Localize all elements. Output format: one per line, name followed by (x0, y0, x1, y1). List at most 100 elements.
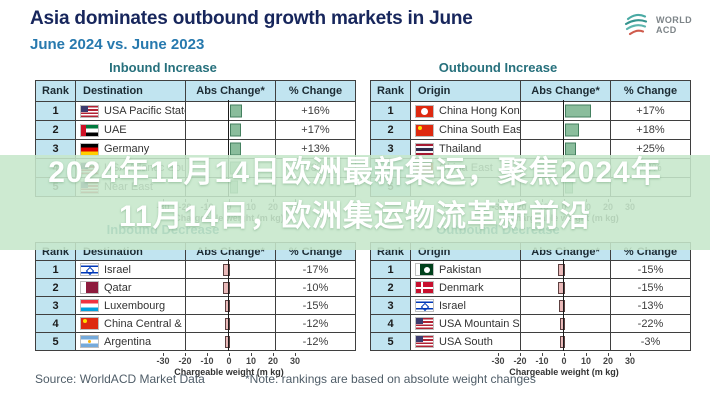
rank-cell: 3 (370, 296, 411, 315)
abs-change-cell (520, 278, 611, 297)
market-cell: China South East (410, 120, 521, 140)
abs-change-cell (520, 260, 611, 279)
worldacd-globe-icon (624, 13, 648, 36)
pct-change-cell: +18% (610, 120, 691, 140)
table-row: 4 China Central & West -12% (35, 314, 356, 333)
abs-change-bar (229, 104, 242, 118)
column-header: % Change (610, 80, 691, 102)
axis-tick: 10 (240, 353, 262, 366)
abs-change-bar (225, 317, 230, 330)
watermark-line-1: 2024年11月14日欧洲最新集运，聚焦2024年 (48, 156, 662, 189)
abs-change-bar (560, 335, 565, 348)
table-title: Outbound Increase (438, 60, 558, 75)
market-label: Thailand (439, 143, 482, 155)
zero-axis-line (563, 100, 564, 197)
inbound-decrease-table: Inbound DecreaseRankDestinationAbs Chang… (35, 222, 356, 377)
market-label: Pakistan (439, 263, 482, 276)
axis-tick: 30 (619, 353, 641, 366)
pct-change-cell: -12% (275, 332, 356, 351)
market-label: Qatar (104, 281, 132, 294)
header-row: Rank Origin Abs Change*% Change (370, 80, 691, 102)
axis-tick: 20 (262, 353, 284, 366)
pct-change-cell: -22% (610, 314, 691, 333)
abs-change-cell (520, 120, 611, 140)
flag-pakistan-icon (415, 263, 434, 276)
rank-cell: 1 (370, 101, 411, 121)
abs-change-bar (225, 335, 230, 348)
pct-change-cell: -15% (610, 278, 691, 297)
abs-change-cell (185, 101, 276, 121)
market-cell: Israel (410, 296, 521, 315)
pct-change-cell: -15% (275, 296, 356, 315)
flag-germany-icon (80, 142, 99, 156)
rank-cell: 1 (35, 260, 76, 279)
abs-change-cell (520, 332, 611, 351)
abs-change-bar (229, 123, 241, 137)
market-label: USA Mountain St. (439, 317, 521, 330)
axis-tick: -10 (196, 353, 218, 366)
worldacd-logo-text: WORLD ACD (656, 15, 692, 35)
flag-uae-icon (80, 123, 99, 137)
flag-israel-icon (80, 263, 99, 276)
zero-axis-line (563, 259, 564, 351)
abs-change-bar (559, 299, 565, 312)
rank-cell: 1 (370, 260, 411, 279)
pct-change-cell: -17% (275, 260, 356, 279)
abs-change-bar (564, 123, 579, 137)
market-cell: USA Mountain St. (410, 314, 521, 333)
axis-tick: 0 (218, 353, 240, 366)
page-title: Asia dominates outbound growth markets i… (30, 8, 473, 29)
axis-tick: 20 (597, 353, 619, 366)
abs-change-cell (185, 332, 276, 351)
market-cell: USA South (410, 332, 521, 351)
column-header: Origin (410, 80, 521, 102)
market-label: China Hong Kong (439, 105, 521, 117)
market-cell: Pakistan (410, 260, 521, 279)
column-header: Rank (35, 80, 76, 102)
flag-hongkong-icon (415, 104, 434, 118)
axis-label: Chargeable weight (m kg) (509, 367, 619, 377)
rank-cell: 1 (35, 101, 76, 121)
rank-cell: 2 (35, 278, 76, 297)
page-subtitle: June 2024 vs. June 2023 (30, 36, 205, 53)
flag-thailand-icon (415, 142, 434, 156)
market-cell: China Hong Kong (410, 101, 521, 121)
ranking-table: Rank Destination Abs Change*% Change 1 Israe… (35, 242, 356, 351)
worldacd-logo: WORLD ACD (621, 10, 692, 40)
table-row: 1 USA Pacific States +16% (35, 101, 356, 121)
ranking-table: Rank Origin Abs Change*% Change 1 Pakistan -1… (370, 242, 691, 351)
axis-tick: -30 (487, 353, 509, 366)
market-label: Israel (104, 263, 131, 276)
header-row: Rank Destination Abs Change*% Change (35, 80, 356, 102)
column-header: Abs Change* (185, 80, 276, 102)
flag-usa-icon (80, 104, 99, 118)
market-label: China Central & West (104, 317, 185, 330)
market-label: Luxembourg (104, 299, 166, 312)
table-row: 3 Luxembourg -15% (35, 296, 356, 315)
watermark-overlay-text: 2024年11月14日欧洲最新集运，聚焦2024年 11月14日，欧洲集运物流革… (0, 151, 710, 239)
flag-china-icon (415, 123, 434, 137)
axis-label: Chargeable weight (m kg) (174, 367, 284, 377)
watermark-line-2: 11月14日，欧洲集运物流革新前沿 (118, 200, 592, 233)
abs-change-bar (558, 281, 565, 294)
watermark-overlay-band (0, 155, 710, 250)
table-row: 5 USA South -3% (370, 332, 691, 351)
pct-change-cell: -15% (610, 260, 691, 279)
flag-argentina-icon (80, 335, 99, 348)
pct-change-cell: -3% (610, 332, 691, 351)
pct-change-cell: -12% (275, 314, 356, 333)
footer-source: Source: WorldACD Market Data (35, 372, 205, 386)
rank-cell: 5 (370, 332, 411, 351)
table-row: 3 Israel -13% (370, 296, 691, 315)
column-header: Abs Change* (520, 80, 611, 102)
abs-change-cell (520, 296, 611, 315)
table-row: 4 USA Mountain St. -22% (370, 314, 691, 333)
table-row: 2 China South East +18% (370, 120, 691, 140)
market-label: Argentina (104, 335, 152, 348)
axis-tick: 30 (284, 353, 306, 366)
abs-change-bar (558, 263, 565, 276)
abs-change-bar (564, 104, 591, 118)
market-cell: USA Pacific States (75, 101, 186, 121)
